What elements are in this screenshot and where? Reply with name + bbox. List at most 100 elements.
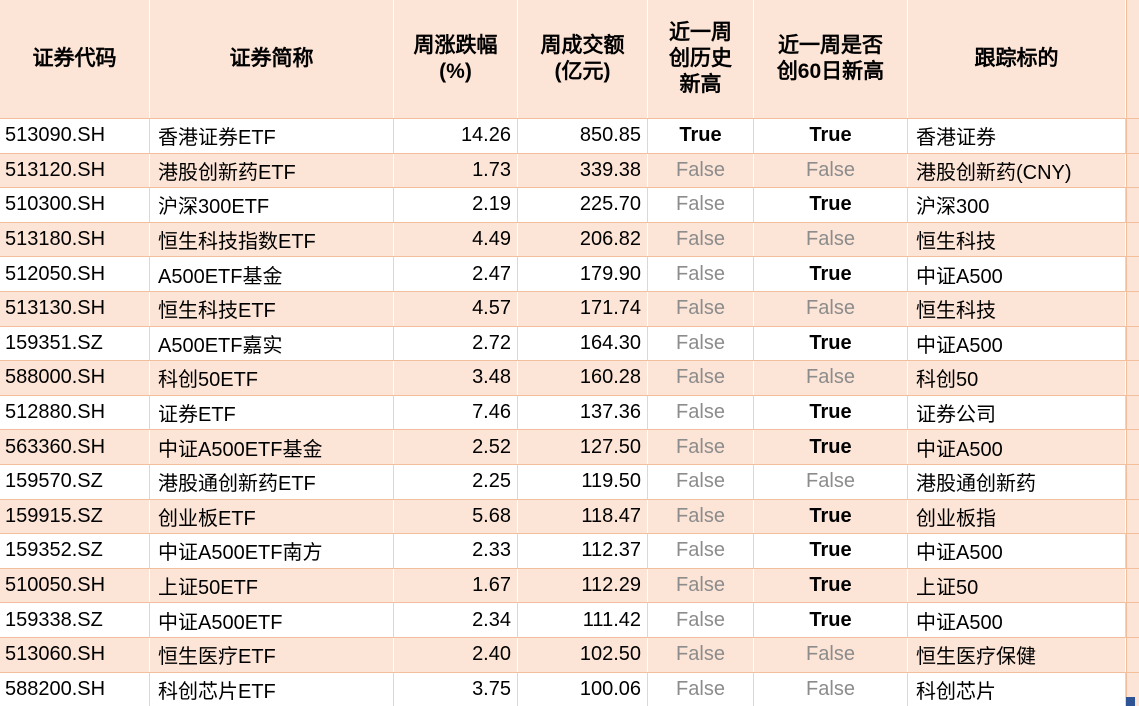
right-edge-strip bbox=[1126, 395, 1139, 430]
cell-weekly-change-pct: 2.25 bbox=[394, 464, 518, 499]
cell-tracking-target: 科创50 bbox=[908, 361, 1126, 395]
cell-weekly-turnover: 339.38 bbox=[518, 153, 648, 188]
cell-tracking-target: 中证A500 bbox=[908, 603, 1126, 637]
cell-security-code: 159351.SZ bbox=[0, 326, 150, 361]
cell-security-name: 科创芯片ETF bbox=[150, 672, 394, 706]
table-row: 588200.SH 科创芯片ETF 3.75 100.06 False False 科创芯片 bbox=[0, 672, 1139, 706]
cell-hist-high-flag: True bbox=[648, 119, 754, 153]
cell-weekly-change-pct: 2.47 bbox=[394, 257, 518, 291]
cell-weekly-turnover: 112.29 bbox=[518, 568, 648, 603]
cell-security-code: 512880.SH bbox=[0, 395, 150, 430]
cell-weekly-change-pct: 2.52 bbox=[394, 430, 518, 464]
cell-tracking-target: 恒生科技 bbox=[908, 291, 1126, 326]
cell-60day-high-flag: True bbox=[754, 326, 908, 361]
cell-weekly-change-pct: 7.46 bbox=[394, 395, 518, 430]
cell-hist-high-flag: False bbox=[648, 499, 754, 534]
cell-weekly-turnover: 102.50 bbox=[518, 637, 648, 672]
cell-security-name: 创业板ETF bbox=[150, 499, 394, 534]
cell-weekly-turnover: 164.30 bbox=[518, 326, 648, 361]
cell-weekly-change-pct: 1.73 bbox=[394, 153, 518, 188]
spreadsheet-fill-handle[interactable] bbox=[1126, 697, 1135, 706]
table-body: 513090.SH 香港证券ETF 14.26 850.85 True True 香港证券 5… bbox=[0, 119, 1139, 706]
cell-60day-high-flag: True bbox=[754, 257, 908, 291]
table-row: 159351.SZ A500ETF嘉实 2.72 164.30 False True 中证A… bbox=[0, 326, 1139, 362]
col-header-4: 近一周 创历史 新高 bbox=[648, 0, 754, 118]
cell-security-code: 588000.SH bbox=[0, 361, 150, 395]
cell-hist-high-flag: False bbox=[648, 534, 754, 568]
col-header-2: 周涨跌幅 (%) bbox=[394, 0, 518, 118]
cell-hist-high-flag: False bbox=[648, 153, 754, 188]
cell-weekly-change-pct: 3.75 bbox=[394, 672, 518, 706]
cell-weekly-change-pct: 14.26 bbox=[394, 119, 518, 153]
cell-weekly-change-pct: 2.33 bbox=[394, 534, 518, 568]
cell-60day-high-flag: True bbox=[754, 395, 908, 430]
cell-security-name: 港股通创新药ETF bbox=[150, 464, 394, 499]
cell-weekly-change-pct: 2.19 bbox=[394, 188, 518, 222]
cell-60day-high-flag: True bbox=[754, 603, 908, 637]
col-header-1: 证券简称 bbox=[150, 0, 394, 118]
right-edge-strip bbox=[1126, 326, 1139, 361]
cell-60day-high-flag: True bbox=[754, 188, 908, 222]
cell-60day-high-flag: True bbox=[754, 430, 908, 464]
cell-weekly-change-pct: 4.57 bbox=[394, 291, 518, 326]
table-row: 513180.SH 恒生科技指数ETF 4.49 206.82 False False 恒生… bbox=[0, 222, 1139, 258]
cell-security-code: 513130.SH bbox=[0, 291, 150, 326]
cell-weekly-turnover: 127.50 bbox=[518, 430, 648, 464]
cell-tracking-target: 恒生科技 bbox=[908, 222, 1126, 257]
cell-security-name: 证券ETF bbox=[150, 395, 394, 430]
cell-weekly-turnover: 118.47 bbox=[518, 499, 648, 534]
cell-security-name: 沪深300ETF bbox=[150, 188, 394, 222]
cell-security-name: 中证A500ETF基金 bbox=[150, 430, 394, 464]
cell-weekly-turnover: 111.42 bbox=[518, 603, 648, 637]
cell-hist-high-flag: False bbox=[648, 361, 754, 395]
cell-weekly-turnover: 225.70 bbox=[518, 188, 648, 222]
cell-weekly-turnover: 160.28 bbox=[518, 361, 648, 395]
cell-hist-high-flag: False bbox=[648, 257, 754, 291]
table-row: 159915.SZ 创业板ETF 5.68 118.47 False True 创业板指 bbox=[0, 499, 1139, 535]
table-row: 159352.SZ 中证A500ETF南方 2.33 112.37 False True 中… bbox=[0, 534, 1139, 569]
right-edge-strip bbox=[1126, 534, 1139, 568]
right-edge-strip bbox=[1126, 291, 1139, 326]
col-header-6: 跟踪标的 bbox=[908, 0, 1126, 118]
cell-security-name: 科创50ETF bbox=[150, 361, 394, 395]
cell-weekly-change-pct: 4.49 bbox=[394, 222, 518, 257]
cell-hist-high-flag: False bbox=[648, 222, 754, 257]
cell-hist-high-flag: False bbox=[648, 326, 754, 361]
cell-hist-high-flag: False bbox=[648, 603, 754, 637]
cell-hist-high-flag: False bbox=[648, 464, 754, 499]
col-header-3: 周成交额 (亿元) bbox=[518, 0, 648, 118]
cell-security-code: 159570.SZ bbox=[0, 464, 150, 499]
col-header-5: 近一周是否 创60日新高 bbox=[754, 0, 908, 118]
cell-tracking-target: 创业板指 bbox=[908, 499, 1126, 534]
right-edge-strip bbox=[1126, 222, 1139, 257]
cell-security-code: 588200.SH bbox=[0, 672, 150, 706]
cell-tracking-target: 中证A500 bbox=[908, 257, 1126, 291]
table-row: 513060.SH 恒生医疗ETF 2.40 102.50 False False 恒生医疗… bbox=[0, 637, 1139, 673]
table-row: 510300.SH 沪深300ETF 2.19 225.70 False True 沪深30… bbox=[0, 188, 1139, 223]
right-edge-strip bbox=[1126, 188, 1139, 222]
cell-hist-high-flag: False bbox=[648, 188, 754, 222]
cell-hist-high-flag: False bbox=[648, 395, 754, 430]
cell-tracking-target: 香港证券 bbox=[908, 119, 1126, 153]
cell-hist-high-flag: False bbox=[648, 672, 754, 706]
cell-security-name: A500ETF基金 bbox=[150, 257, 394, 291]
cell-security-name: 上证50ETF bbox=[150, 568, 394, 603]
table-row: 563360.SH 中证A500ETF基金 2.52 127.50 False True 中… bbox=[0, 430, 1139, 465]
cell-security-name: 恒生科技指数ETF bbox=[150, 222, 394, 257]
cell-security-code: 513120.SH bbox=[0, 153, 150, 188]
cell-tracking-target: 港股创新药(CNY) bbox=[908, 153, 1126, 188]
table-row: 513090.SH 香港证券ETF 14.26 850.85 True True 香港证券 bbox=[0, 119, 1139, 154]
cell-security-code: 513060.SH bbox=[0, 637, 150, 672]
right-edge-strip bbox=[1126, 361, 1139, 395]
cell-security-code: 513090.SH bbox=[0, 119, 150, 153]
cell-security-code: 512050.SH bbox=[0, 257, 150, 291]
cell-weekly-turnover: 119.50 bbox=[518, 464, 648, 499]
right-edge-strip bbox=[1126, 257, 1139, 291]
cell-tracking-target: 沪深300 bbox=[908, 188, 1126, 222]
cell-security-code: 159338.SZ bbox=[0, 603, 150, 637]
cell-hist-high-flag: False bbox=[648, 430, 754, 464]
table-row: 159338.SZ 中证A500ETF 2.34 111.42 False True 中证A… bbox=[0, 603, 1139, 638]
cell-weekly-turnover: 100.06 bbox=[518, 672, 648, 706]
